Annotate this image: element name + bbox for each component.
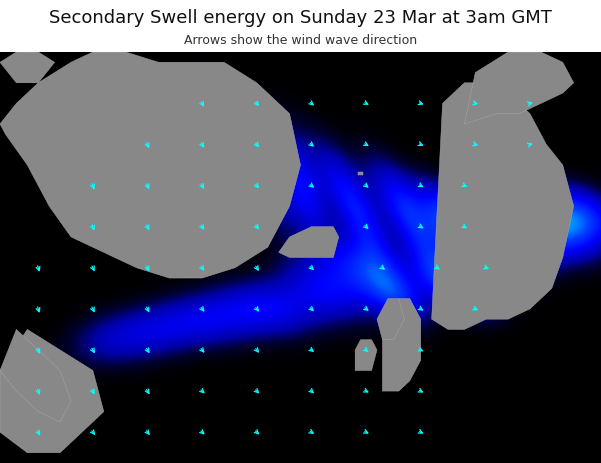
Polygon shape — [0, 330, 71, 422]
Text: Arrows show the wind wave direction: Arrows show the wind wave direction — [184, 34, 417, 47]
Polygon shape — [377, 299, 404, 340]
Polygon shape — [358, 172, 364, 175]
Polygon shape — [279, 227, 339, 257]
Polygon shape — [0, 52, 55, 83]
Text: Secondary Swell energy on Sunday 23 Mar at 3am GMT: Secondary Swell energy on Sunday 23 Mar … — [49, 9, 552, 27]
Polygon shape — [382, 299, 421, 391]
Polygon shape — [355, 340, 377, 370]
Polygon shape — [0, 330, 104, 453]
Polygon shape — [465, 52, 574, 124]
Polygon shape — [432, 83, 574, 330]
Polygon shape — [0, 52, 300, 278]
